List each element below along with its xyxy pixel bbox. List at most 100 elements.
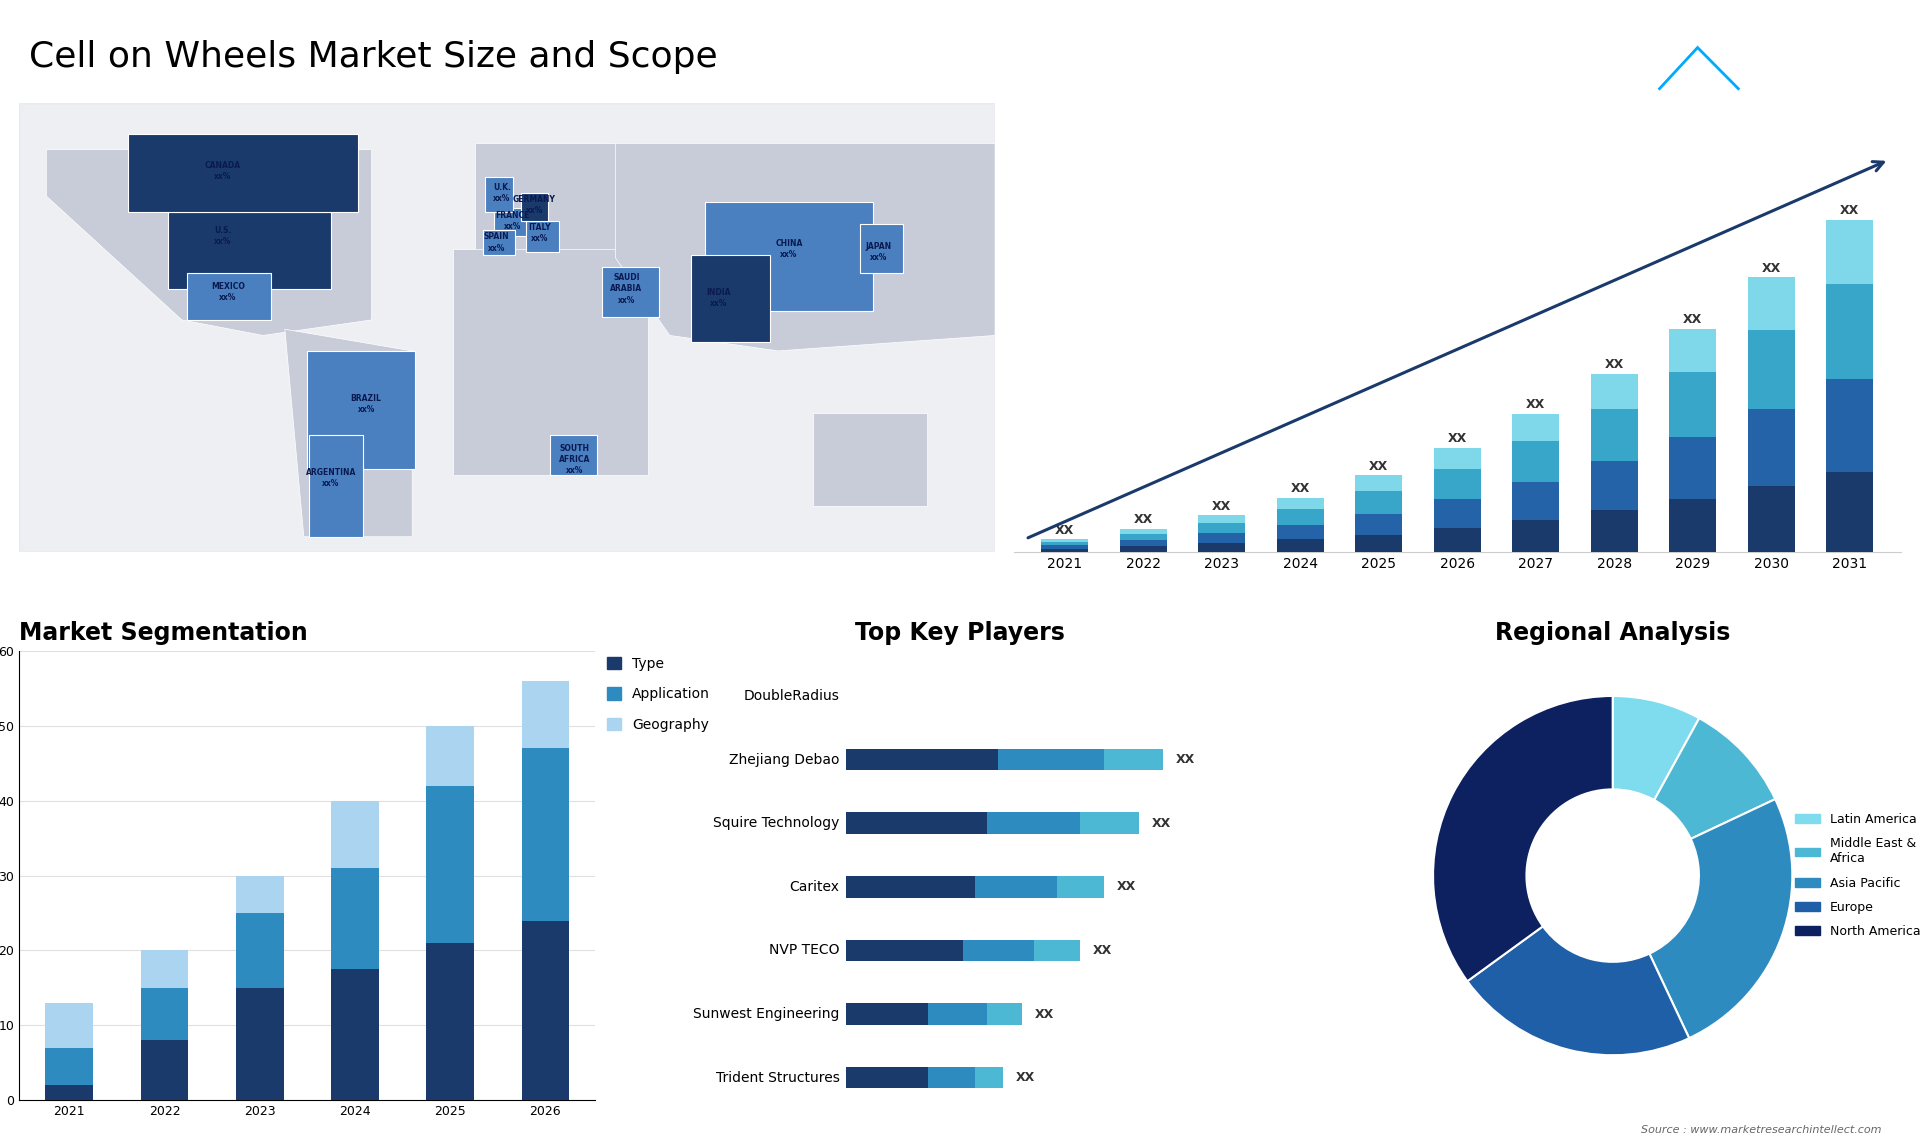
Text: XX: XX [1117, 880, 1137, 894]
Bar [46, 1003, 92, 1047]
Polygon shape [705, 202, 874, 311]
Polygon shape [482, 230, 515, 254]
Bar [1590, 374, 1638, 409]
Text: Caritex: Caritex [789, 880, 839, 894]
Bar [1434, 528, 1480, 552]
Bar [46, 1047, 92, 1085]
FancyBboxPatch shape [847, 813, 987, 834]
Wedge shape [1432, 696, 1613, 981]
Polygon shape [551, 434, 597, 474]
Text: MARKET
RESEARCH
INTELLECT: MARKET RESEARCH INTELLECT [1795, 38, 1857, 76]
Text: XX: XX [1056, 524, 1075, 536]
Bar [1826, 284, 1874, 378]
Bar [522, 748, 568, 920]
Legend: Type, Application, Geography: Type, Application, Geography [601, 651, 714, 738]
FancyBboxPatch shape [1104, 748, 1164, 770]
Text: NVP TECO: NVP TECO [770, 943, 839, 957]
FancyBboxPatch shape [1033, 940, 1081, 961]
Text: SPAIN
xx%: SPAIN xx% [484, 233, 509, 252]
Bar [1513, 520, 1559, 552]
Text: SOUTH
AFRICA
xx%: SOUTH AFRICA xx% [559, 444, 591, 474]
Bar [1041, 540, 1089, 542]
Text: FRANCE
xx%: FRANCE xx% [495, 211, 530, 230]
Text: GERMANY
xx%: GERMANY xx% [513, 195, 555, 215]
FancyBboxPatch shape [927, 1067, 975, 1089]
Bar [1747, 409, 1795, 486]
Bar [1356, 492, 1402, 513]
Bar [1041, 542, 1089, 545]
Bar [1434, 448, 1480, 469]
Text: XX: XX [1369, 460, 1388, 472]
Bar [1277, 509, 1323, 525]
Bar [1513, 414, 1559, 441]
FancyBboxPatch shape [975, 876, 1058, 897]
Bar [140, 1041, 188, 1100]
Bar [1590, 409, 1638, 461]
FancyBboxPatch shape [927, 1003, 987, 1025]
Polygon shape [616, 143, 995, 351]
FancyBboxPatch shape [1058, 876, 1104, 897]
Polygon shape [188, 274, 271, 320]
Bar [1119, 540, 1167, 547]
Bar [1041, 545, 1089, 549]
Bar [1590, 461, 1638, 510]
Text: U.S.
xx%: U.S. xx% [213, 226, 230, 246]
Text: Source : www.marketresearchintellect.com: Source : www.marketresearchintellect.com [1642, 1124, 1882, 1135]
Polygon shape [453, 249, 649, 474]
Bar [140, 988, 188, 1041]
Title: Regional Analysis: Regional Analysis [1496, 621, 1730, 645]
Bar [1668, 437, 1716, 500]
Bar [1826, 220, 1874, 284]
Bar [1198, 543, 1246, 552]
Bar [1041, 549, 1089, 552]
FancyBboxPatch shape [987, 1003, 1021, 1025]
Polygon shape [860, 223, 902, 274]
Polygon shape [526, 221, 559, 252]
Bar [330, 801, 378, 869]
Bar [1198, 524, 1246, 533]
FancyBboxPatch shape [847, 748, 998, 770]
Polygon shape [520, 193, 547, 221]
Polygon shape [493, 209, 528, 236]
Bar [426, 786, 474, 943]
Bar [1826, 472, 1874, 552]
Text: BRAZIL
xx%: BRAZIL xx% [351, 393, 382, 414]
Bar [236, 988, 284, 1100]
Text: MEXICO
xx%: MEXICO xx% [211, 282, 246, 303]
Wedge shape [1655, 719, 1776, 839]
Text: XX: XX [1016, 1072, 1035, 1084]
Bar [1119, 534, 1167, 540]
Text: Trident Structures: Trident Structures [716, 1070, 839, 1085]
Text: ARGENTINA
xx%: ARGENTINA xx% [305, 468, 355, 488]
Polygon shape [284, 329, 413, 536]
Polygon shape [603, 267, 659, 316]
Bar [1747, 486, 1795, 552]
Text: Squire Technology: Squire Technology [712, 816, 839, 830]
Polygon shape [127, 134, 357, 212]
Polygon shape [307, 351, 415, 469]
Text: XX: XX [1212, 500, 1231, 512]
Bar [426, 725, 474, 786]
Text: XX: XX [1133, 513, 1152, 526]
Polygon shape [691, 254, 770, 342]
Bar [1277, 497, 1323, 509]
Bar [1356, 476, 1402, 492]
Bar [46, 1085, 92, 1100]
Wedge shape [1613, 696, 1699, 800]
Title: Top Key Players: Top Key Players [854, 621, 1066, 645]
Polygon shape [46, 150, 372, 336]
FancyBboxPatch shape [847, 1003, 927, 1025]
Text: XX: XX [1175, 753, 1194, 766]
Text: Zhejiang Debao: Zhejiang Debao [730, 753, 839, 767]
Bar [1356, 513, 1402, 534]
Polygon shape [309, 434, 363, 536]
Bar [426, 943, 474, 1100]
FancyBboxPatch shape [987, 813, 1081, 834]
Text: XX: XX [1290, 482, 1309, 495]
FancyBboxPatch shape [847, 876, 975, 897]
Bar [1277, 540, 1323, 552]
Text: Market Segmentation: Market Segmentation [19, 621, 307, 645]
Text: XX: XX [1839, 204, 1859, 217]
Bar [1198, 516, 1246, 524]
Bar [1119, 547, 1167, 552]
